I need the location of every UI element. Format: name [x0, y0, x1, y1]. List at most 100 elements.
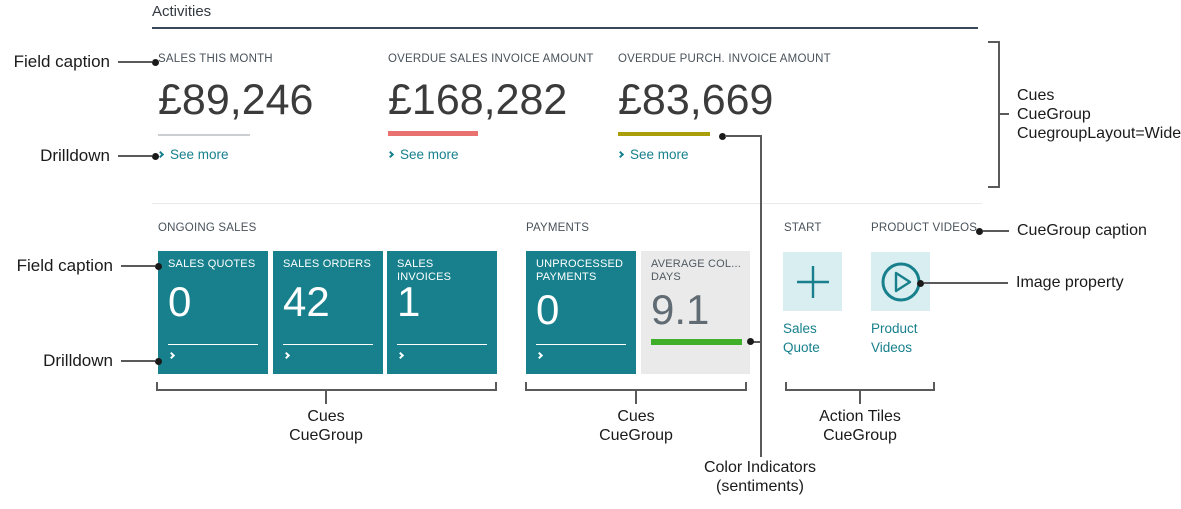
callout-dot [152, 58, 159, 66]
cue-color-indicator [618, 132, 710, 136]
annotation-drilldown-wide: Drilldown [0, 146, 159, 165]
action-tiles-cuegroup-brace-tick [859, 391, 861, 404]
cuegroup-caption-product-videos: PRODUCT VIDEOS [871, 222, 978, 234]
chevron-right-icon [282, 351, 291, 360]
annotation-action-tiles-cuegroup: Action Tiles CueGroup [780, 407, 940, 445]
cue-drilldown-link[interactable]: See more [386, 147, 459, 162]
callout-line [725, 135, 762, 137]
title-underline [152, 27, 978, 29]
callout-dot [917, 279, 924, 287]
tile-field-caption: UNPROCESSED PAYMENTS [536, 258, 624, 283]
tile-average-collection-days: AVERAGE COL... DAYS 9.1 [641, 251, 750, 374]
cuegroup-caption-ongoing-sales: ONGOING SALES [158, 222, 257, 234]
annotation-label: Field caption [13, 52, 110, 71]
tile-field-caption: SALES QUOTES [168, 258, 256, 270]
callout-line [118, 61, 152, 63]
tile-caption-line2: DAYS [651, 271, 681, 283]
annotation-field-caption-wide: Field caption [0, 52, 159, 71]
callout-line [983, 230, 1009, 232]
cue-field-caption: OVERDUE SALES INVOICE AMOUNT [388, 53, 594, 65]
annotation-cues-cuegroup-1: Cues CueGroup [246, 407, 406, 445]
annotation-line: Action Tiles [819, 408, 901, 425]
tile-sales-quotes[interactable]: SALES QUOTES 0 [158, 251, 268, 374]
annotation-line: Cues [307, 408, 345, 425]
tile-field-caption: SALES INVOICES [397, 258, 452, 283]
favorable-color-indicator-bar [651, 339, 742, 345]
annotation-wide-cuegroup: Cues CueGroup CuegroupLayout=Wide [1017, 86, 1181, 143]
annotation-field-caption-tile: Field caption [0, 256, 162, 275]
callout-dot [152, 152, 159, 160]
annotation-line: Cues [617, 408, 655, 425]
cue-value[interactable]: £83,669 [618, 76, 774, 124]
tile-value: 1 [397, 278, 421, 325]
action-tile-label[interactable]: Sales Quote [783, 321, 820, 355]
callout-line [760, 135, 762, 457]
wide-cuegroup-brace [988, 41, 1000, 188]
cue-field-caption: OVERDUE PURCH. INVOICE AMOUNT [618, 53, 831, 65]
cue-value[interactable]: £89,246 [158, 76, 314, 124]
annotation-color-indicators: Color Indicators (sentiments) [660, 458, 860, 496]
annotation-cuegroup-caption: CueGroup caption [976, 222, 1147, 240]
payments-cuegroup-brace-tick [635, 391, 637, 404]
plus-icon [796, 265, 829, 298]
callout-dot [976, 227, 983, 235]
annotation-line: Color Indicators [703, 459, 817, 476]
chevron-right-icon [396, 351, 405, 360]
ongoing-sales-cuegroup-brace-tick [325, 391, 327, 404]
annotation-label: CueGroup caption [1017, 222, 1147, 239]
chevron-right-icon [535, 351, 544, 360]
tile-field-caption: AVERAGE COL... DAYS [651, 258, 743, 284]
drilldown-label: See more [170, 147, 229, 162]
cue-field-caption: SALES THIS MONTH [158, 53, 273, 65]
cue-value[interactable]: £168,282 [388, 76, 568, 124]
tile-divider [397, 344, 487, 345]
callout-line [121, 360, 155, 362]
drilldown-label: See more [400, 147, 459, 162]
section-separator [152, 203, 982, 204]
annotation-line: (sentiments) [715, 478, 805, 495]
cue-overdue-purch-invoice: OVERDUE PURCH. INVOICE AMOUNT £83,669 Se… [616, 53, 843, 162]
tile-unprocessed-payments[interactable]: UNPROCESSED PAYMENTS 0 [526, 251, 636, 374]
callout-line [752, 341, 762, 343]
cue-overdue-sales-invoice: OVERDUE SALES INVOICE AMOUNT £168,282 Se… [386, 53, 613, 162]
cue-drilldown-link[interactable]: See more [616, 147, 689, 162]
callout-line [924, 282, 1008, 284]
action-tiles-cuegroup-brace [785, 382, 935, 391]
annotation-label: Drilldown [40, 146, 110, 165]
cue-color-indicator [158, 134, 250, 136]
callout-dot [747, 338, 754, 345]
callout-line [118, 155, 152, 157]
tile-divider [283, 344, 373, 345]
cuegroup-caption-payments: PAYMENTS [526, 222, 590, 234]
tile-divider [536, 344, 626, 345]
cue-drilldown-link[interactable]: See more [156, 147, 229, 162]
cuegroup-caption-start: START [784, 222, 822, 234]
annotation-label: Image property [1016, 274, 1124, 291]
tile-value: 0 [536, 286, 560, 333]
ongoing-sales-cuegroup-brace [156, 382, 497, 391]
chevron-right-icon [167, 351, 176, 360]
wide-cuegroup-brace-tick [1000, 113, 1009, 115]
tile-divider [168, 344, 258, 345]
annotation-line: CuegroupLayout=Wide [1017, 125, 1181, 142]
chevron-right-icon [616, 150, 625, 159]
tile-caption-line1: AVERAGE COL... [651, 258, 742, 270]
page-title: Activities [152, 3, 212, 20]
cue-sales-this-month: SALES THIS MONTH £89,246 See more [156, 53, 383, 162]
tile-value: 42 [283, 278, 330, 325]
annotation-drilldown-tile: Drilldown [0, 351, 162, 370]
tile-sales-invoices[interactable]: SALES INVOICES 1 [387, 251, 497, 374]
annotation-line: Cues [1017, 87, 1055, 104]
action-tile-sales-quote[interactable] [783, 252, 842, 311]
cue-color-indicator [388, 131, 478, 136]
chevron-right-icon [386, 150, 395, 159]
callout-dot [155, 357, 162, 365]
action-tile-label[interactable]: Product Videos [871, 321, 918, 355]
callout-dot [155, 262, 162, 270]
callout-dot [719, 133, 726, 140]
tile-sales-orders[interactable]: SALES ORDERS 42 [273, 251, 383, 374]
annotation-image-property: Image property [917, 274, 1124, 292]
annotation-line: CueGroup [599, 427, 673, 444]
tile-value: 0 [168, 278, 192, 325]
annotation-line: CueGroup [823, 427, 897, 444]
